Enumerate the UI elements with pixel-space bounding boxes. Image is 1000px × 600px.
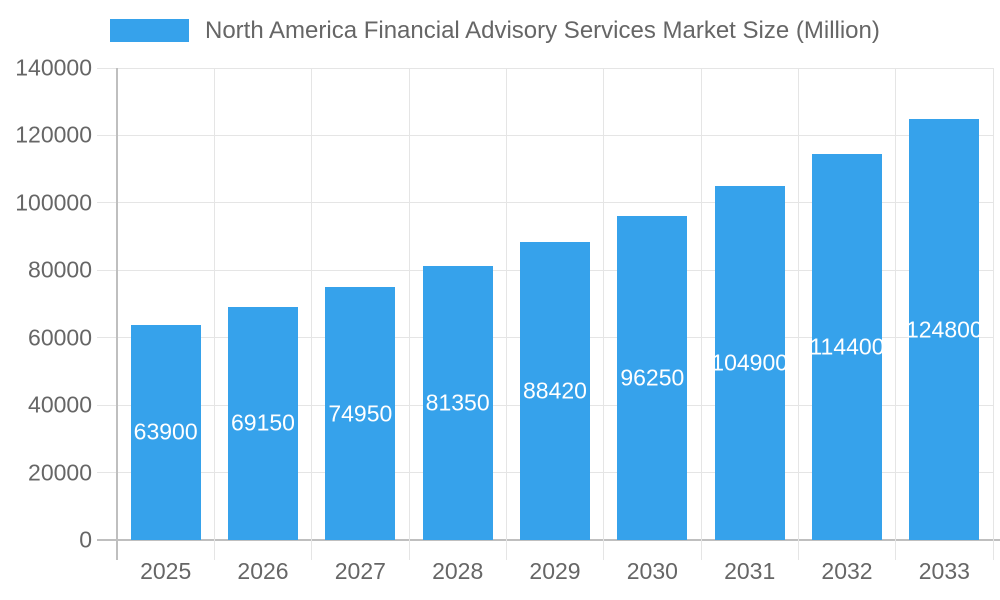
y-axis-line [116,68,118,560]
y-axis-tick-label: 20000 [28,459,92,486]
bar-2031[interactable] [714,186,785,540]
y-axis-tick-label: 100000 [15,189,92,216]
bar-2026[interactable] [228,306,298,540]
grid-line-vertical [505,68,507,560]
bar-2025[interactable] [130,324,201,540]
grid-line-vertical [213,68,215,560]
grid-line-vertical [311,68,313,560]
bar-2029[interactable] [520,241,590,540]
grid-line-horizontal [97,202,993,204]
bar-value-label: 96250 [620,364,685,391]
grid-line-vertical [408,68,410,560]
bar-2028[interactable] [422,265,493,540]
bar-value-label: 104900 [711,349,789,376]
x-axis-line [97,539,1000,541]
grid-line-vertical [797,68,799,560]
x-axis-tick-label: 2032 [821,558,873,584]
bar-2030[interactable] [617,215,688,540]
grid-line-horizontal [97,134,993,136]
grid-line-vertical [700,68,702,560]
bar-2027[interactable] [325,287,396,540]
x-axis-tick-label: 2031 [724,558,776,584]
grid-line-vertical [992,68,994,560]
bar-value-label: 63900 [133,418,198,445]
bar-2032[interactable] [812,154,882,540]
x-axis-tick-label: 2025 [140,558,192,584]
grid-line-vertical [895,68,897,560]
bar-value-label: 114400 [809,333,885,360]
y-axis-tick-label: 80000 [28,256,92,283]
legend-label: North America Financial Advisory Service… [205,16,880,44]
x-axis-tick-label: 2026 [237,558,289,584]
y-axis-tick-label: 140000 [15,54,92,81]
grid-line-vertical [603,68,605,560]
y-axis-tick-label: 120000 [15,121,92,148]
grid-line-horizontal [97,67,993,69]
x-axis-tick-label: 2030 [626,558,678,584]
x-axis-tick-label: 2029 [529,558,581,584]
x-axis-tick-label: 2033 [918,558,970,584]
bar-2033[interactable] [909,119,980,540]
y-axis-tick-label: 40000 [28,391,92,418]
bar-value-label: 81350 [425,389,490,416]
bar-value-label: 74950 [328,400,393,427]
x-axis-tick-label: 2028 [432,558,484,584]
y-axis-tick-label: 0 [79,526,92,553]
bar-value-label: 124800 [905,316,983,343]
legend-item[interactable]: North America Financial Advisory Service… [110,17,880,44]
y-axis-tick-label: 60000 [28,324,92,351]
bar-value-label: 88420 [523,377,587,404]
legend-color-swatch [110,19,189,42]
bar-value-label: 69150 [231,409,295,436]
x-axis-tick-label: 2027 [334,558,386,584]
